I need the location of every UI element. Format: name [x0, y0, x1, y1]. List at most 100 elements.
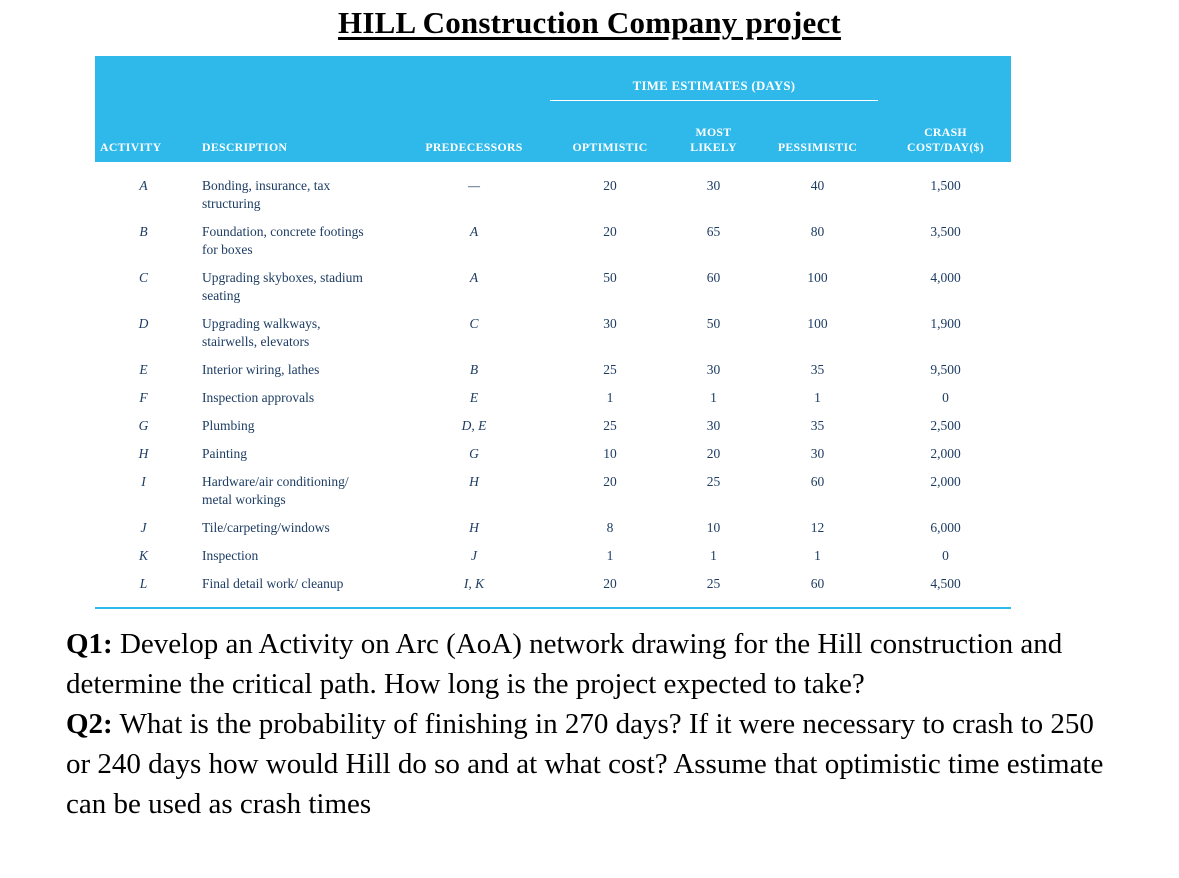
table-row-g: G Plumbing D, E 25 30 35 2,500	[95, 411, 1012, 440]
table-row-k: K Inspection J 1 1 1 0	[95, 541, 1012, 570]
optimistic-cell: 20	[548, 162, 672, 219]
table-row-e: E Interior wiring, lathes B 25 30 35 9,5…	[95, 356, 1012, 385]
table-row-h: H Painting G 10 20 30 2,000	[95, 439, 1012, 468]
table-header: TIME ESTIMATES (DAYS) ACTIVITY DESCRIPTI…	[95, 56, 1012, 163]
description-cell: Tile/carpeting/windows	[192, 513, 400, 542]
optimistic-cell: 8	[548, 513, 672, 542]
pessimistic-cell: 35	[755, 356, 881, 385]
question-q1-text: Develop an Activity on Arc (AoA) network…	[66, 628, 1063, 701]
crash-cost-cell: 0	[880, 384, 1012, 412]
pessimistic-cell: 100	[755, 310, 881, 357]
crash-cost-cell: 0	[880, 541, 1012, 570]
activity-cell: B	[95, 218, 192, 265]
document-page: HILL Construction Company project TIME E…	[0, 0, 1179, 820]
table-row-j: J Tile/carpeting/windows H 8 10 12 6,000	[95, 513, 1012, 542]
column-header-crash-cost: CRASH COST/DAY($)	[880, 115, 1012, 163]
description-cell: Final detail work/ cleanup	[192, 569, 400, 598]
description-cell: Inspection	[192, 541, 400, 570]
crash-cost-cell: 3,500	[880, 218, 1012, 265]
pessimistic-cell: 35	[755, 411, 881, 440]
time-estimates-group-header: TIME ESTIMATES (DAYS)	[548, 56, 881, 116]
question-q1: Q1: Develop an Activity on Arc (AoA) net…	[66, 624, 1118, 704]
pessimistic-cell: 30	[755, 439, 881, 468]
column-header-optimistic: OPTIMISTIC	[548, 115, 672, 163]
activity-cell: C	[95, 264, 192, 311]
crash-cost-cell: 9,500	[880, 356, 1012, 385]
optimistic-cell: 50	[548, 264, 672, 311]
column-header-activity: ACTIVITY	[95, 115, 192, 163]
column-header-pessimistic: PESSIMISTIC	[755, 115, 881, 163]
most-likely-cell: 30	[672, 162, 755, 219]
time-estimates-label: TIME ESTIMATES (DAYS)	[550, 79, 879, 101]
predecessors-cell: —	[400, 162, 548, 219]
optimistic-cell: 25	[548, 356, 672, 385]
most-likely-cell: 30	[672, 356, 755, 385]
pessimistic-cell: 40	[755, 162, 881, 219]
crash-cost-cell: 6,000	[880, 513, 1012, 542]
description-cell: Painting	[192, 439, 400, 468]
most-likely-cell: 50	[672, 310, 755, 357]
activity-cell: D	[95, 310, 192, 357]
group-header-spacer-right	[880, 56, 1012, 116]
column-header-row: ACTIVITY DESCRIPTION PREDECESSORS OPTIMI…	[95, 115, 1012, 163]
table-row-l: L Final detail work/ cleanup I, K 20 25 …	[95, 569, 1012, 598]
optimistic-cell: 1	[548, 384, 672, 412]
question-q2-label: Q2:	[66, 708, 113, 741]
activity-cell: K	[95, 541, 192, 570]
predecessors-cell: A	[400, 264, 548, 311]
activity-cell: G	[95, 411, 192, 440]
predecessors-cell: D, E	[400, 411, 548, 440]
description-cell: Plumbing	[192, 411, 400, 440]
predecessors-cell: G	[400, 439, 548, 468]
project-table: TIME ESTIMATES (DAYS) ACTIVITY DESCRIPTI…	[95, 56, 1012, 610]
optimistic-cell: 10	[548, 439, 672, 468]
description-cell: Inspection approvals	[192, 384, 400, 412]
optimistic-cell: 20	[548, 569, 672, 598]
activity-cell: A	[95, 162, 192, 219]
predecessors-cell: I, K	[400, 569, 548, 598]
optimistic-cell: 30	[548, 310, 672, 357]
description-cell: Foundation, concrete footings for boxes	[192, 218, 400, 265]
question-q1-label: Q1:	[66, 628, 113, 661]
page-title-text: HILL Construction Company project	[338, 5, 841, 40]
activity-cell: E	[95, 356, 192, 385]
most-likely-cell: 10	[672, 513, 755, 542]
predecessors-cell: H	[400, 467, 548, 514]
optimistic-cell: 25	[548, 411, 672, 440]
most-likely-cell: 20	[672, 439, 755, 468]
most-likely-cell: 30	[672, 411, 755, 440]
optimistic-cell: 20	[548, 218, 672, 265]
pessimistic-cell: 80	[755, 218, 881, 265]
table-row-a: A Bonding, insurance, tax structuring — …	[95, 162, 1012, 219]
crash-cost-cell: 1,900	[880, 310, 1012, 357]
predecessors-cell: B	[400, 356, 548, 385]
pessimistic-cell: 1	[755, 384, 881, 412]
predecessors-cell: A	[400, 218, 548, 265]
predecessors-cell: J	[400, 541, 548, 570]
activities-table: TIME ESTIMATES (DAYS) ACTIVITY DESCRIPTI…	[95, 56, 1012, 598]
activity-cell: I	[95, 467, 192, 514]
table-row-i: I Hardware/air conditioning/ metal worki…	[95, 467, 1012, 514]
group-header-row: TIME ESTIMATES (DAYS)	[95, 56, 1012, 116]
table-row-f: F Inspection approvals E 1 1 1 0	[95, 384, 1012, 412]
predecessors-cell: H	[400, 513, 548, 542]
pessimistic-cell: 1	[755, 541, 881, 570]
table-row-b: B Foundation, concrete footings for boxe…	[95, 218, 1012, 265]
description-cell: Upgrading skyboxes, stadium seating	[192, 264, 400, 311]
most-likely-cell: 60	[672, 264, 755, 311]
description-cell: Bonding, insurance, tax structuring	[192, 162, 400, 219]
pessimistic-cell: 60	[755, 569, 881, 598]
activity-cell: J	[95, 513, 192, 542]
activity-cell: H	[95, 439, 192, 468]
predecessors-cell: E	[400, 384, 548, 412]
pessimistic-cell: 100	[755, 264, 881, 311]
pessimistic-cell: 60	[755, 467, 881, 514]
table-row-d: D Upgrading walkways, stairwells, elevat…	[95, 310, 1012, 357]
most-likely-cell: 25	[672, 569, 755, 598]
table-body: A Bonding, insurance, tax structuring — …	[95, 162, 1012, 598]
column-header-predecessors: PREDECESSORS	[400, 115, 548, 163]
page-title: HILL Construction Company project	[0, 0, 1179, 41]
pessimistic-cell: 12	[755, 513, 881, 542]
column-header-description: DESCRIPTION	[192, 115, 400, 163]
crash-cost-cell: 4,000	[880, 264, 1012, 311]
